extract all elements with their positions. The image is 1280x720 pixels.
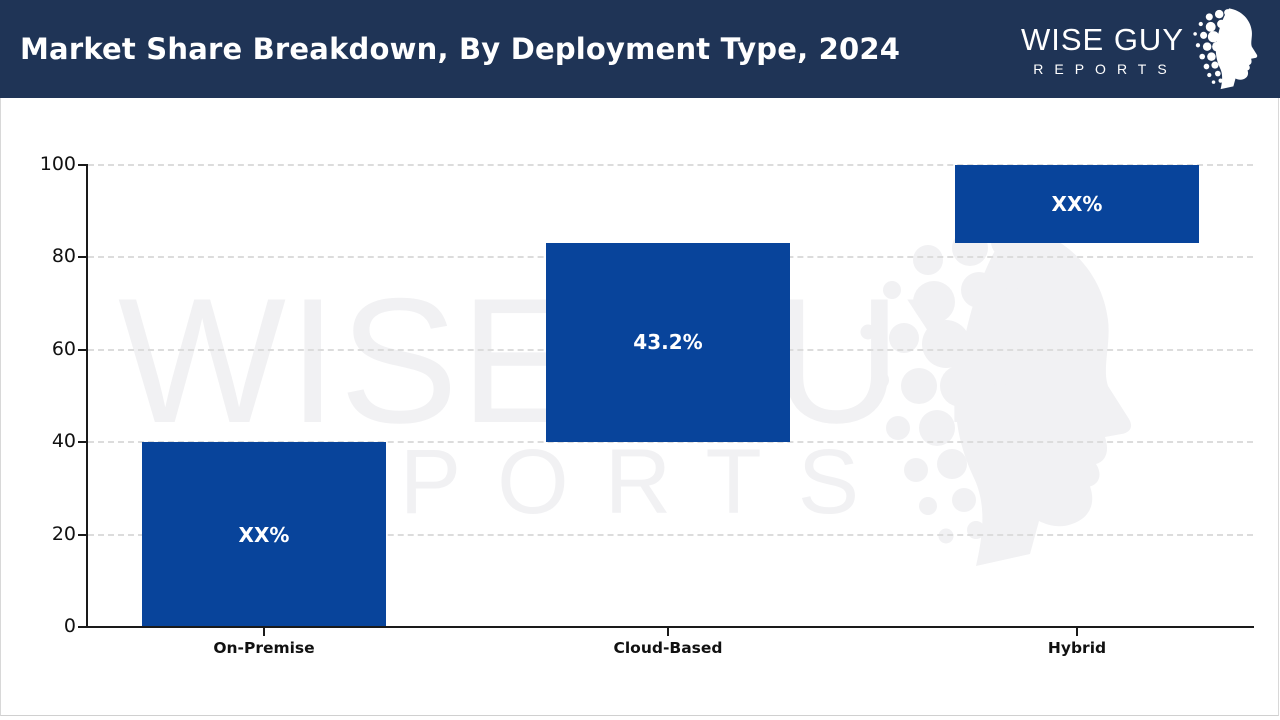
y-tick-100 (78, 164, 86, 166)
bar-cloud-based: 43.2% (546, 242, 790, 443)
brand-logo: WISE GUY REPORTS (1021, 7, 1266, 92)
x-axis-line (86, 626, 1254, 628)
y-tick-label-100: 100 (39, 153, 76, 175)
header-bar: Market Share Breakdown, By Deployment Ty… (0, 0, 1280, 98)
brand-wordmark: WISE GUY (1020, 21, 1184, 57)
y-axis-line (86, 164, 88, 628)
y-tick-label-40: 40 (51, 430, 76, 453)
brand-reports-label: REPORTS (1033, 60, 1178, 77)
y-tick-label-60: 60 (51, 337, 76, 360)
x-tick-label-cloud-based: Cloud-Based (613, 639, 723, 657)
bar-on-premise: XX% (142, 442, 386, 627)
bar-label-cloud-based: 43.2% (633, 330, 703, 355)
gridline-100 (88, 164, 1253, 166)
bar-hybrid: XX% (955, 165, 1199, 243)
bar-label-on-premise: XX% (238, 522, 290, 547)
y-tick-label-0: 0 (63, 615, 76, 637)
gridline-40 (88, 441, 1253, 444)
y-tick-0 (78, 626, 86, 628)
y-tick-20 (78, 533, 86, 536)
x-tick-label-on-premise: On-Premise (213, 639, 315, 657)
x-tick-hybrid (1076, 628, 1078, 636)
y-tick-label-20: 20 (51, 522, 76, 545)
bar-label-hybrid: XX% (1051, 191, 1103, 216)
x-tick-cloud-based (667, 628, 669, 636)
y-tick-80 (78, 256, 86, 259)
y-tick-label-80: 80 (51, 245, 76, 268)
brand-text: WISE GUY REPORTS (1021, 22, 1184, 77)
y-tick-40 (78, 441, 86, 444)
x-tick-on-premise (263, 628, 265, 636)
x-tick-label-hybrid: Hybrid (1047, 639, 1107, 657)
gridline-20 (88, 533, 1253, 536)
page-title: Market Share Breakdown, By Deployment Ty… (20, 32, 901, 66)
y-tick-60 (78, 348, 86, 351)
